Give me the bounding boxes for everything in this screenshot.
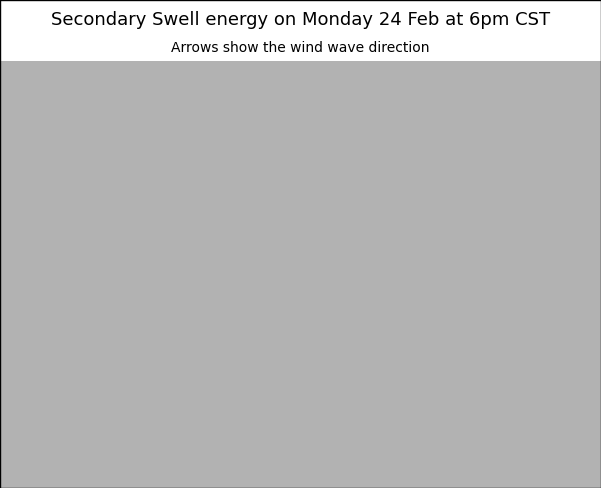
Text: Arrows show the wind wave direction: Arrows show the wind wave direction (171, 41, 430, 55)
Text: Secondary Swell energy on Monday 24 Feb at 6pm CST: Secondary Swell energy on Monday 24 Feb … (51, 11, 550, 28)
